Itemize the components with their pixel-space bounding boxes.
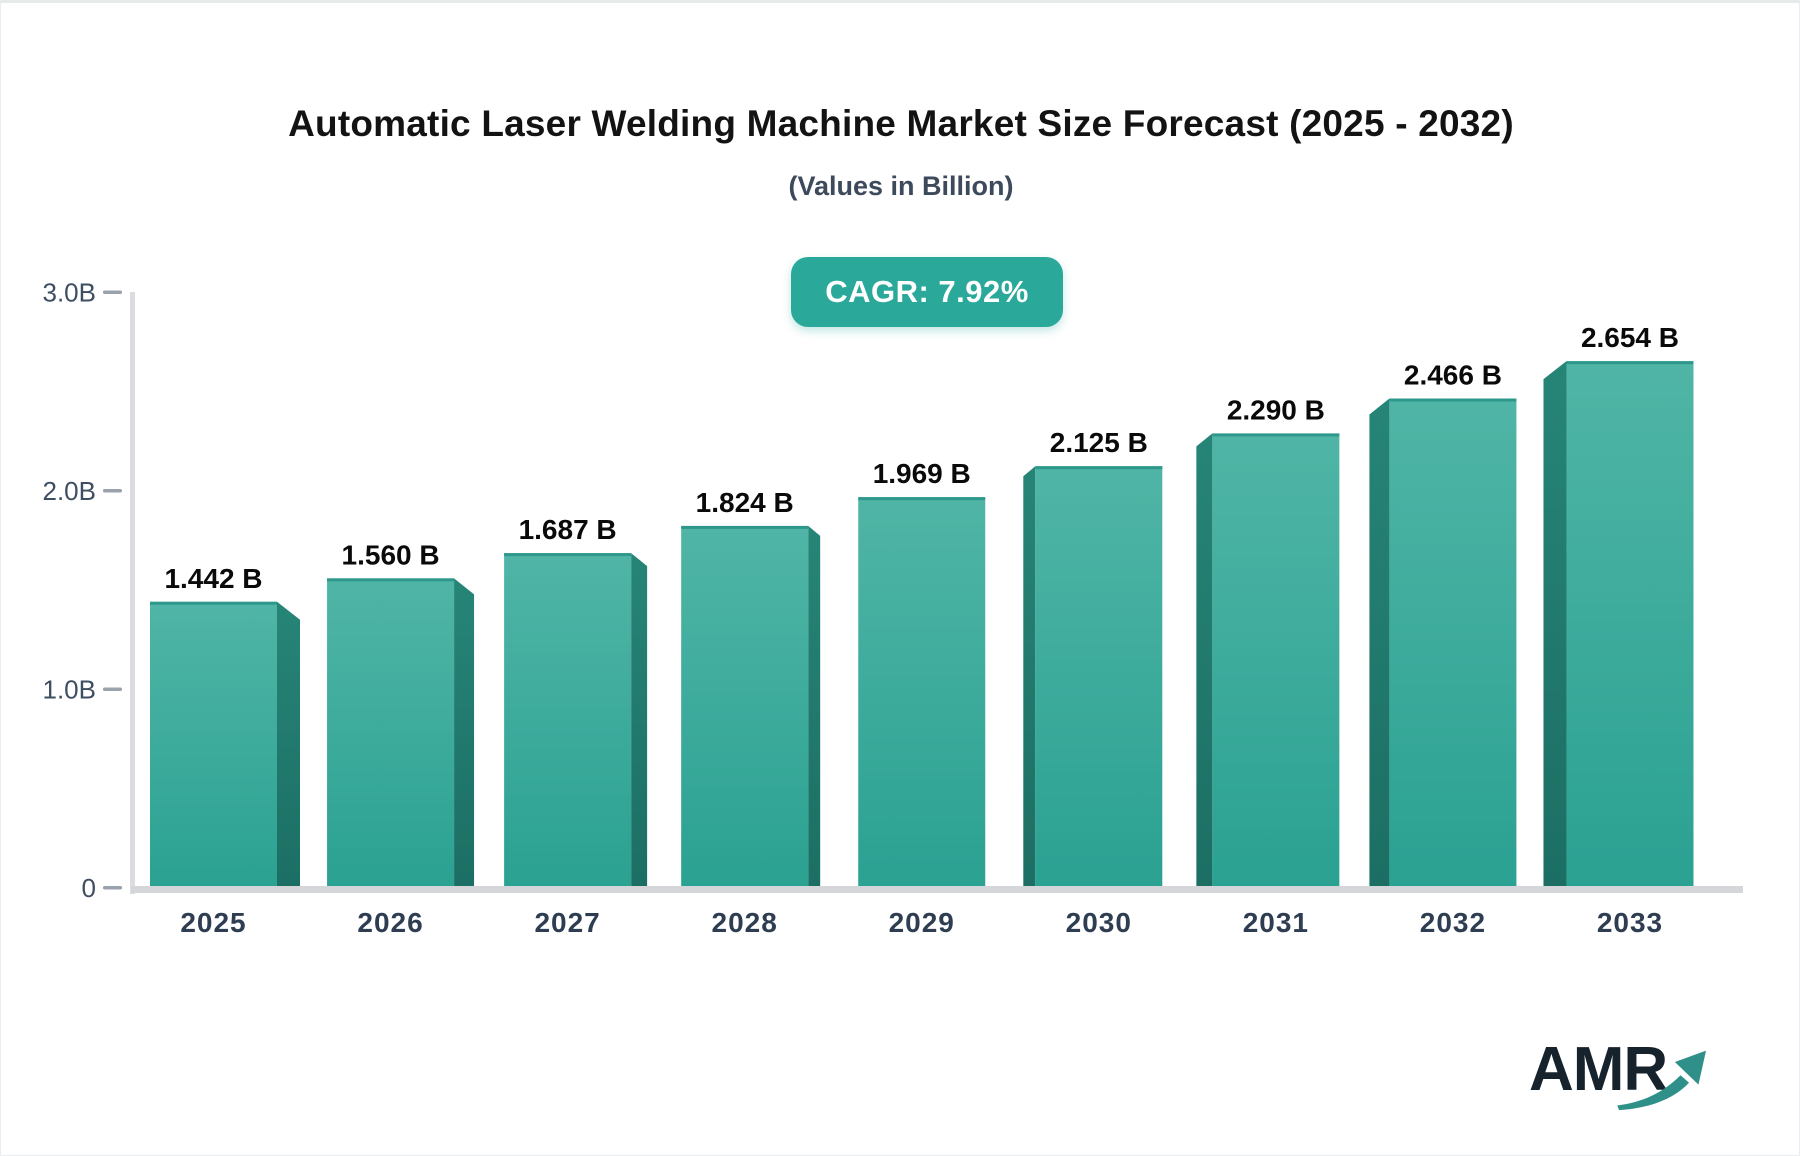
bar-value-label: 2.290 B xyxy=(1227,394,1325,425)
bar-front-face xyxy=(1035,466,1163,891)
bar-front-face xyxy=(327,578,455,891)
bar-2029: 1.969 B 2029 xyxy=(858,458,986,938)
market-forecast-bar-chart: 0 1.0B 2.0B 3.0B 1.442 B 2025 1.560 B 2026 1.687… xyxy=(43,278,1743,938)
bar-top-edge xyxy=(150,601,277,605)
chart-subtitle: (Values in Billion) xyxy=(788,171,1014,201)
bar-2030: 2.125 B 2030 xyxy=(1023,427,1163,938)
bar-top-edge xyxy=(1566,361,1694,365)
trend-up-arrow-icon xyxy=(1617,1050,1707,1111)
x-axis-label: 2028 xyxy=(712,907,778,938)
bar-value-label: 1.442 B xyxy=(164,563,262,594)
bar-top-edge xyxy=(327,578,455,582)
bar-front-face xyxy=(1566,361,1694,891)
cagr-badge-label: CAGR: 7.92% xyxy=(825,274,1029,309)
bar-side-face xyxy=(1196,433,1213,891)
bar-value-label: 1.687 B xyxy=(519,514,617,545)
bar-value-label: 1.560 B xyxy=(342,539,440,570)
bar-2025: 1.442 B 2025 xyxy=(150,563,300,938)
bar-side-face xyxy=(454,578,475,891)
bar-top-edge xyxy=(1389,398,1517,402)
page-title: Automatic Laser Welding Machine Market S… xyxy=(288,103,1514,144)
bar-side-face xyxy=(1543,361,1567,891)
y-tick-mark xyxy=(103,489,122,493)
x-axis-label: 2033 xyxy=(1597,907,1663,938)
bar-front-face xyxy=(1212,433,1340,891)
bar-top-edge xyxy=(504,553,632,557)
bar-2026: 1.560 B 2026 xyxy=(327,539,475,938)
bar-value-label: 2.466 B xyxy=(1404,359,1502,390)
y-tick-label: 1.0B xyxy=(43,675,97,705)
bar-top-edge xyxy=(681,525,809,529)
x-axis-label: 2030 xyxy=(1066,907,1132,938)
cagr-badge: CAGR: 7.92% xyxy=(791,257,1063,327)
bar-top-edge xyxy=(1212,433,1340,437)
y-axis-line xyxy=(130,292,135,894)
bar-value-label: 2.125 B xyxy=(1050,427,1148,458)
bar-side-face xyxy=(808,525,821,891)
y-tick-label: 2.0B xyxy=(43,476,97,506)
bar-side-face xyxy=(1369,398,1390,891)
bar-value-label: 1.824 B xyxy=(696,487,794,518)
bar-front-face xyxy=(150,601,277,891)
bar-2032: 2.466 B 2032 xyxy=(1369,359,1517,938)
bar-top-edge xyxy=(858,497,986,501)
y-tick-mark xyxy=(103,290,122,294)
x-axis-label: 2031 xyxy=(1243,907,1309,938)
bar-top-edge xyxy=(1035,466,1163,470)
y-tick-mark xyxy=(103,687,122,691)
x-axis-label: 2025 xyxy=(180,907,246,938)
y-tick-label: 0 xyxy=(82,873,96,903)
amr-logo-text: AMR xyxy=(1529,1035,1668,1104)
bar-front-face xyxy=(504,553,632,891)
x-axis-label: 2029 xyxy=(889,907,955,938)
x-axis-label: 2027 xyxy=(534,907,600,938)
bar-2028: 1.824 B 2028 xyxy=(681,487,821,938)
bar-2033: 2.654 B 2033 xyxy=(1543,322,1694,938)
bar-value-label: 2.654 B xyxy=(1581,322,1679,353)
bar-front-face xyxy=(858,497,986,891)
y-tick-mark xyxy=(103,886,122,890)
bar-2031: 2.290 B 2031 xyxy=(1196,394,1340,938)
x-axis-label: 2032 xyxy=(1420,907,1486,938)
bar-side-face xyxy=(277,601,300,891)
bar-2027: 1.687 B 2027 xyxy=(504,514,648,938)
amr-logo: AMR xyxy=(1529,1039,1729,1125)
x-axis-line xyxy=(131,886,1743,893)
bar-front-face xyxy=(681,525,809,891)
bar-side-face xyxy=(1023,466,1036,891)
x-axis-label: 2026 xyxy=(357,907,423,938)
bar-front-face xyxy=(1389,398,1517,891)
bar-value-label: 1.969 B xyxy=(873,458,971,489)
y-tick-label: 3.0B xyxy=(43,278,97,308)
bar-side-face xyxy=(631,553,648,891)
